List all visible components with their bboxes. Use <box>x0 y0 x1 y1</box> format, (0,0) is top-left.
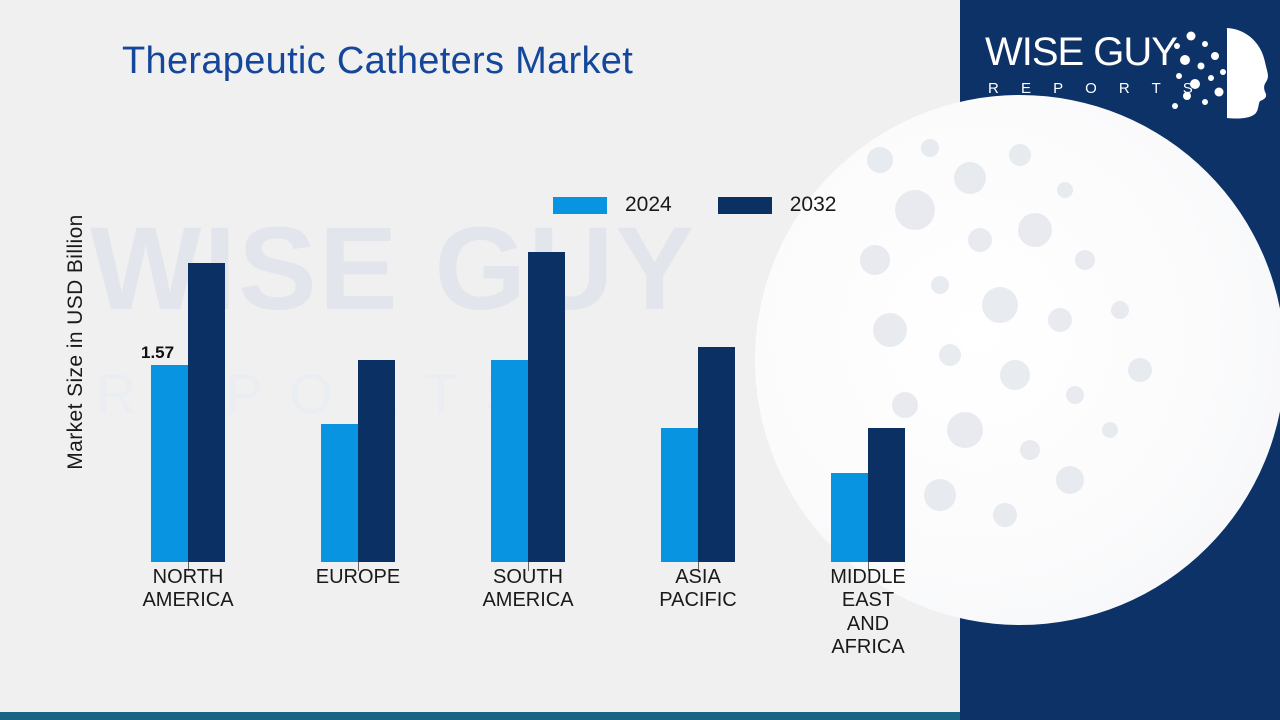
bar-group <box>491 162 565 562</box>
bar-2032[interactable] <box>868 427 905 562</box>
logo-tagline: R E P O R T S <box>988 80 1202 97</box>
legend-label-2024: 2024 <box>625 193 672 216</box>
bar-2024[interactable] <box>491 359 528 562</box>
category-label: SOUTH AMERICA <box>482 566 574 612</box>
bar-2024[interactable] <box>831 472 868 562</box>
dot-head-watermark-decor <box>860 139 1152 527</box>
bar-2024[interactable] <box>321 423 358 562</box>
bars-layer: 1.57 NORTH AMERICA EUROPE SOUTH AMERICA ASIA… <box>141 162 906 659</box>
logo-word-wise: WISE <box>985 30 1084 74</box>
bar-value-label: 1.57 <box>141 342 175 362</box>
axis-tick <box>698 562 699 571</box>
axis-tick <box>868 562 869 571</box>
logo-wordmark: WISE GUY <box>985 32 1202 72</box>
wiseguy-logo: WISE GUY R E P O R T S <box>985 28 1268 119</box>
legend-swatch-2032 <box>717 196 772 214</box>
bar-2032[interactable] <box>358 359 395 562</box>
logo-word-guy: GUY <box>1093 30 1178 74</box>
bar-group: 1.57 <box>141 162 225 562</box>
chart-legend: 2024 2032 <box>553 193 836 217</box>
bar-2024[interactable]: 1.57 <box>141 343 188 562</box>
bar-2032[interactable] <box>188 263 225 562</box>
category-label: ASIA PACIFIC <box>659 566 737 612</box>
legend-entry-2024: 2024 <box>553 193 672 217</box>
axis-tick <box>528 562 529 571</box>
logo-dot-head-icon <box>1172 28 1268 119</box>
axis-tick <box>358 562 359 571</box>
bar-2032[interactable] <box>528 252 565 562</box>
bar-2032[interactable] <box>698 347 735 562</box>
bar-2024[interactable] <box>661 427 698 562</box>
category-label: NORTH AMERICA <box>142 566 234 612</box>
legend-entry-2032: 2032 <box>717 193 837 217</box>
category-label: EUROPE <box>315 566 401 588</box>
category-label: MIDDLE EAST AND AFRICA <box>830 566 906 659</box>
bar-group <box>321 162 395 562</box>
bar-group <box>831 162 905 562</box>
legend-swatch-2024 <box>553 196 607 214</box>
bar-group <box>661 162 735 562</box>
page-title: Therapeutic Catheters Market <box>122 40 634 82</box>
axis-tick <box>188 562 189 571</box>
legend-label-2032: 2032 <box>789 193 837 216</box>
chart-plot-area: Market Size in USD Billion 2024 2032 1.5… <box>64 162 906 659</box>
bottom-accent-strip <box>0 712 960 720</box>
